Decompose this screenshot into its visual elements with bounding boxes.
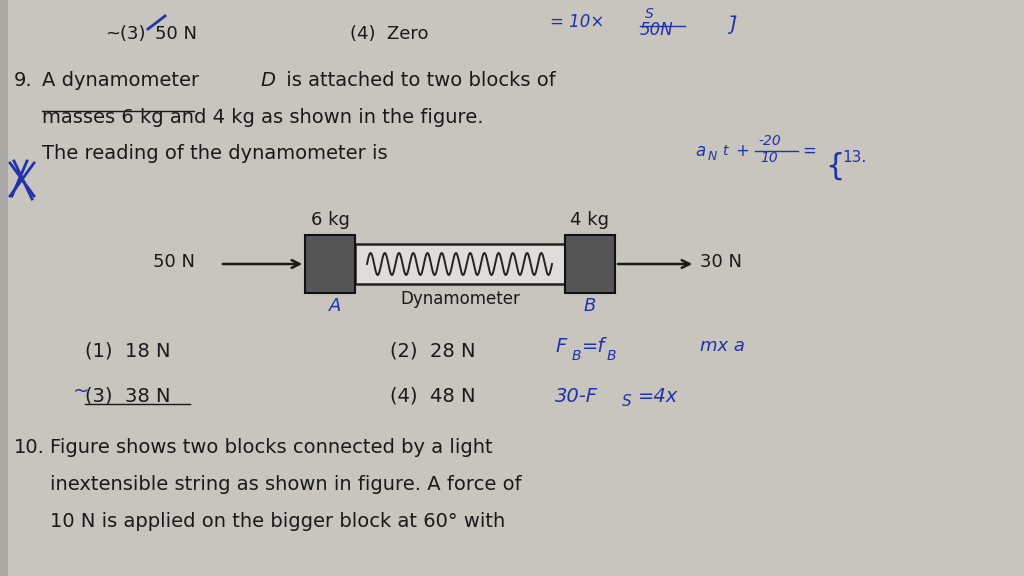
Text: Dynamometer: Dynamometer xyxy=(400,290,520,308)
Text: J̄: J̄ xyxy=(730,14,736,33)
Text: B: B xyxy=(584,297,596,315)
Text: is attached to two blocks of: is attached to two blocks of xyxy=(280,71,556,90)
Text: t: t xyxy=(722,144,727,158)
Text: =: = xyxy=(802,142,816,160)
Text: 4 kg: 4 kg xyxy=(570,211,609,229)
Text: S: S xyxy=(622,395,632,410)
Text: F: F xyxy=(555,336,566,355)
Text: {: { xyxy=(825,151,845,180)
Text: (4)  48 N: (4) 48 N xyxy=(390,386,475,406)
Bar xyxy=(355,244,565,284)
Text: B: B xyxy=(572,349,582,363)
Text: 50N: 50N xyxy=(640,21,674,39)
Text: B: B xyxy=(607,349,616,363)
Text: A dynamometer: A dynamometer xyxy=(42,71,206,90)
Text: 30 N: 30 N xyxy=(700,253,742,271)
Text: -20: -20 xyxy=(758,134,780,148)
Text: N: N xyxy=(708,150,718,162)
Text: (4)  Zero: (4) Zero xyxy=(350,25,428,43)
Text: (1)  18 N: (1) 18 N xyxy=(85,342,171,361)
Text: 50 N: 50 N xyxy=(153,253,195,271)
Bar xyxy=(565,235,615,293)
Bar xyxy=(305,235,355,293)
Text: inextensible string as shown in figure. A force of: inextensible string as shown in figure. … xyxy=(50,475,521,494)
Text: ~: ~ xyxy=(73,381,89,400)
Bar xyxy=(0,0,8,576)
Text: = 10×: = 10× xyxy=(550,13,604,31)
Text: 10.: 10. xyxy=(14,438,45,457)
Text: +: + xyxy=(735,142,749,160)
Text: masses 6 kg and 4 kg as shown in the figure.: masses 6 kg and 4 kg as shown in the fig… xyxy=(42,108,483,127)
Text: ~(3): ~(3) xyxy=(105,25,145,43)
Text: A: A xyxy=(329,297,341,315)
Text: =f: =f xyxy=(582,336,605,355)
Text: 10: 10 xyxy=(760,151,778,165)
Text: (2)  28 N: (2) 28 N xyxy=(390,342,475,361)
Text: 13.: 13. xyxy=(842,150,866,165)
Text: a: a xyxy=(695,142,706,160)
Text: D: D xyxy=(260,71,275,90)
Text: Figure shows two blocks connected by a light: Figure shows two blocks connected by a l… xyxy=(50,438,493,457)
Text: The reading of the dynamometer is: The reading of the dynamometer is xyxy=(42,144,388,163)
Text: 6 kg: 6 kg xyxy=(310,211,349,229)
Text: =4x: =4x xyxy=(638,386,678,406)
Text: 30-F: 30-F xyxy=(555,386,598,406)
Text: mx a: mx a xyxy=(700,337,744,355)
Text: S: S xyxy=(645,7,653,21)
Text: (3)  38 N: (3) 38 N xyxy=(85,386,171,406)
Text: 10 N is applied on the bigger block at 60° with: 10 N is applied on the bigger block at 6… xyxy=(50,512,505,531)
Text: 50 N: 50 N xyxy=(155,25,197,43)
Text: 9.: 9. xyxy=(14,71,33,90)
